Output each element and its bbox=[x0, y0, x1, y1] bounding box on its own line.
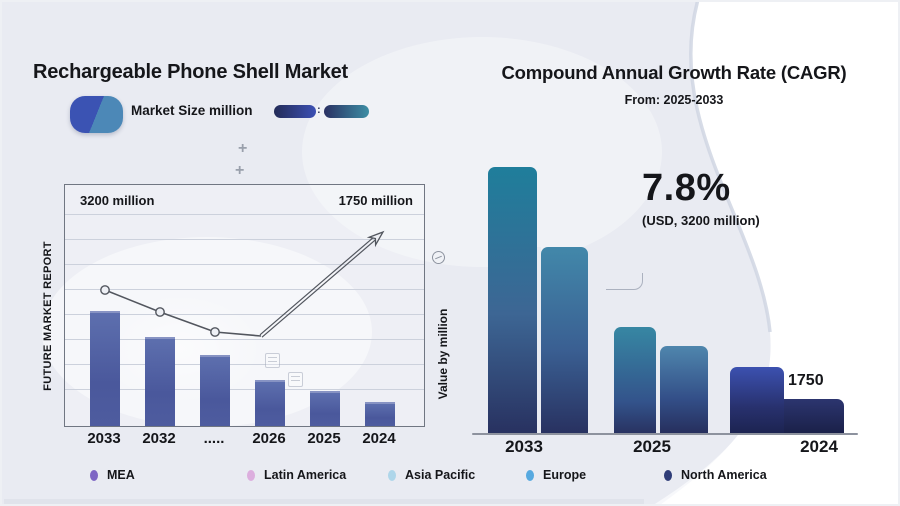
right-bar-b-2024 bbox=[784, 399, 844, 434]
right-bar-a-2024 bbox=[730, 367, 784, 434]
cagr-caption: (USD, 3200 million) bbox=[642, 213, 760, 228]
cagr-value: 7.8% bbox=[642, 167, 731, 209]
right-bar-b-2025 bbox=[660, 346, 708, 434]
left-bar-2026 bbox=[255, 380, 285, 426]
left-vertical-label: FUTURE MARKET REPORT bbox=[42, 241, 54, 391]
region-legend: MEA Latin America Asia Pacific Europe North … bbox=[2, 468, 898, 490]
right-bar-a-2033 bbox=[488, 167, 537, 434]
mini-pill-navy-icon bbox=[274, 105, 316, 118]
left-year-label: ..... bbox=[203, 430, 225, 447]
left-year-label: 2024 bbox=[362, 430, 396, 447]
legend-label: Latin America bbox=[264, 468, 347, 482]
right-x-axis-line bbox=[472, 433, 858, 435]
right-year-label: 2025 bbox=[633, 437, 671, 456]
legend-dot-icon bbox=[664, 469, 672, 481]
pill-colon: : bbox=[317, 104, 321, 116]
legend-dot-icon bbox=[388, 469, 396, 481]
legend-label: Asia Pacific bbox=[405, 468, 476, 482]
left-bar-2033 bbox=[90, 311, 120, 426]
left-bar-2025 bbox=[310, 391, 340, 426]
right-bar-b-2033 bbox=[541, 247, 588, 434]
legend-label: Europe bbox=[543, 468, 587, 482]
right-year-label: 2024 bbox=[800, 437, 838, 456]
market-size-legend-label: Market Size million bbox=[131, 103, 253, 118]
left-bar-..... bbox=[200, 355, 230, 426]
legend-item-asia-pacific: Asia Pacific bbox=[388, 468, 475, 482]
legend-dot-icon bbox=[90, 469, 98, 481]
legend-dot-icon bbox=[526, 469, 534, 481]
left-year-label: 2025 bbox=[307, 430, 341, 447]
bar-notch bbox=[656, 346, 660, 406]
annotation-1750-million: 1750 million bbox=[338, 193, 413, 208]
market-size-pill-icon bbox=[70, 96, 123, 133]
ghost-doc-icon bbox=[288, 372, 303, 387]
plus-decoration-icon: + bbox=[235, 162, 245, 179]
right-panel-title: Compound Annual Growth Rate (CAGR) bbox=[501, 62, 847, 83]
legend-item-latin-america: Latin America bbox=[247, 468, 346, 482]
left-year-label: 2033 bbox=[87, 430, 121, 447]
left-year-label: 2026 bbox=[252, 430, 286, 447]
left-bar-2024 bbox=[365, 402, 395, 426]
left-x-axis-labels: 2033 2032..... 2026 2025 2024 bbox=[64, 430, 425, 448]
annotation-3200-million: 3200 million bbox=[80, 193, 155, 208]
plus-decoration-icon: + bbox=[238, 140, 248, 157]
legend-item-north-america: North America bbox=[664, 468, 767, 482]
right-bar-a-2025 bbox=[614, 327, 656, 434]
left-panel-title: Rechargeable Phone Shell Market bbox=[33, 61, 349, 83]
value-by-million-label: Value by million bbox=[436, 308, 450, 400]
legend-label: MEA bbox=[107, 468, 135, 482]
minus-circle-icon bbox=[430, 249, 447, 266]
left-year-label: 2032 bbox=[142, 430, 176, 447]
left-bar-2032 bbox=[145, 337, 175, 426]
right-panel-subtitle: From: 2025-2033 bbox=[624, 93, 724, 107]
mini-pill-teal-icon bbox=[324, 105, 369, 118]
legend-item-europe: Europe bbox=[526, 468, 586, 482]
right-year-label: 2033 bbox=[505, 437, 543, 456]
step-bracket-decoration bbox=[606, 273, 643, 290]
legend-dot-icon bbox=[247, 469, 255, 481]
annotation-1750: 1750 bbox=[788, 372, 824, 389]
market-size-chart: 3200 million 1750 million bbox=[64, 184, 425, 427]
ghost-doc-icon bbox=[265, 353, 280, 368]
legend-label: North America bbox=[681, 468, 767, 482]
bar-notch bbox=[537, 247, 541, 379]
legend-item-mea: MEA bbox=[90, 468, 135, 482]
